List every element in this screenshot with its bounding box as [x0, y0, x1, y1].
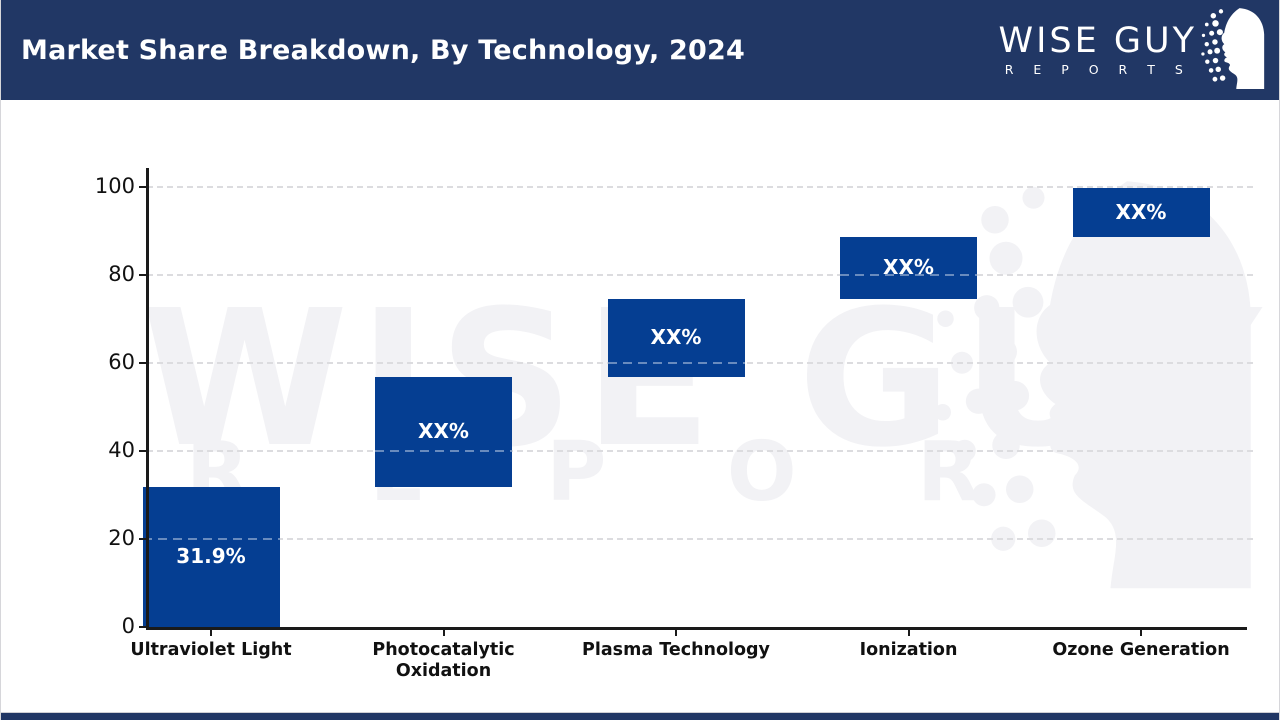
- bar-ionization: [840, 237, 977, 300]
- x-tick-4: [1140, 629, 1142, 636]
- y-tick-80: [139, 274, 147, 276]
- brand-name: WISE GUY: [998, 21, 1197, 62]
- y-tick-label-80: 80: [108, 262, 135, 286]
- gridline-over-bar: [375, 449, 512, 452]
- page-title: Market Share Breakdown, By Technology, 2…: [21, 34, 746, 66]
- bar-value-label: XX%: [1115, 199, 1167, 224]
- gridline-20: [147, 538, 1253, 540]
- bar-ultraviolet-light: [142, 486, 280, 627]
- gridline-over-bar: [142, 537, 280, 540]
- face-profile-logo-icon: [1199, 7, 1267, 93]
- gridline-80: [147, 274, 1253, 276]
- bar-photocatalytic-oxidation: [375, 377, 512, 487]
- bar-value-label: XX%: [650, 325, 702, 350]
- gridline-over-bar: [607, 361, 745, 364]
- y-tick-20: [139, 538, 147, 540]
- x-axis-line: [146, 627, 1247, 630]
- gridline-100: [147, 186, 1253, 188]
- brand-logo-text: WISE GUY R E P O R T S: [998, 23, 1197, 77]
- x-tick-0: [210, 629, 212, 636]
- y-tick-40: [139, 450, 147, 452]
- x-tick-1: [442, 629, 445, 636]
- y-axis-line: [146, 168, 149, 629]
- bar-value-label: XX%: [418, 418, 469, 443]
- y-tick-100: [139, 186, 147, 188]
- x-category-label: Ozone Generation: [1052, 640, 1230, 660]
- x-category-label: Plasma Technology: [582, 640, 770, 660]
- y-tick-label-60: 60: [108, 350, 135, 374]
- brand-tagline: R E P O R T S: [1004, 61, 1191, 77]
- x-category-label: Ultraviolet Light: [130, 640, 292, 660]
- y-tick-label-0: 0: [121, 614, 135, 638]
- footer-divider: [1, 712, 1279, 713]
- bar-plasma-technology: [607, 299, 745, 378]
- brand-logo: WISE GUY R E P O R T S: [998, 6, 1267, 94]
- x-tick-3: [907, 629, 910, 636]
- y-tick-label-100: 100: [94, 174, 135, 198]
- gridline-over-bar: [840, 273, 977, 276]
- bar-ozone-generation: [1072, 187, 1210, 238]
- footer-bar: [1, 713, 1279, 720]
- bar-value-label: 31.9%: [176, 543, 246, 568]
- y-tick-label-20: 20: [108, 526, 135, 550]
- gridline-40: [147, 450, 1253, 452]
- bar-value-label: XX%: [883, 255, 934, 280]
- x-category-label: Ionization: [859, 640, 958, 660]
- y-tick-60: [139, 362, 147, 364]
- y-tick-0: [139, 626, 147, 628]
- x-category-label: Photocatalytic Oxidation: [372, 640, 515, 681]
- y-tick-label-40: 40: [108, 438, 135, 462]
- header-bar: Market Share Breakdown, By Technology, 2…: [1, 0, 1279, 100]
- x-tick-2: [675, 629, 677, 636]
